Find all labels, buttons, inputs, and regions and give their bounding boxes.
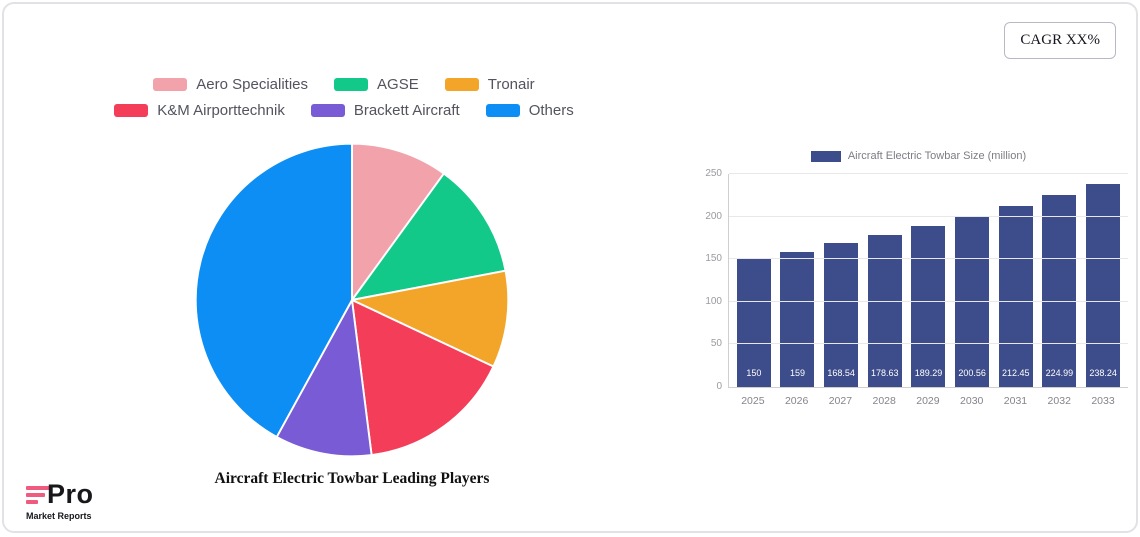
x-axis-tick-label: 2030: [960, 395, 984, 407]
bar-value-label: 150: [746, 368, 762, 378]
legend-label: Brackett Aircraft: [353, 102, 460, 119]
legend-swatch: [334, 78, 369, 91]
y-axis-tick-label: 100: [705, 295, 722, 307]
gridline: [729, 215, 1128, 217]
logo-name: Pro: [47, 479, 94, 509]
x-axis-tick-label: 2029: [916, 395, 940, 407]
bar-2026[interactable]: 159: [780, 251, 815, 387]
legend-label: Aero Specialities: [196, 76, 309, 93]
gridline: [729, 300, 1128, 302]
x-axis-tick-label: 2033: [1091, 395, 1115, 407]
bar-2031[interactable]: 212.45: [998, 206, 1033, 387]
gridline: [729, 343, 1128, 345]
gridline: [729, 173, 1128, 174]
bar-legend-swatch: [810, 150, 841, 162]
bar-plot-area: 150 159 168.54 178.63 189.29 200.56 212.45 224.…: [705, 168, 1128, 392]
x-axis-tick-label: 2027: [828, 395, 853, 407]
legend-item-k-m-airporttechnik[interactable]: K&M Airporttechnik: [114, 102, 285, 119]
pie-chart: [194, 142, 510, 458]
bar-value-label: 189.29: [914, 368, 943, 378]
bar-value-label: 212.45: [1002, 368, 1030, 378]
pie-legend-row: K&M Airporttechnik Brackett Aircraft Other…: [114, 102, 574, 119]
pie-legend-row: Aero Specialities AGSE Tronair: [153, 76, 535, 93]
bar-value-label: 238.24: [1089, 368, 1117, 378]
x-axis-tick-label: 2032: [1047, 395, 1071, 407]
bar-2032[interactable]: 224.99: [1042, 195, 1077, 387]
legend-swatch: [485, 104, 520, 117]
pie-slice-others[interactable]: [194, 142, 353, 439]
x-axis-tick-label: 2025: [741, 395, 765, 407]
logo-subtitle: Market Reports: [26, 511, 92, 521]
legend-item-agse[interactable]: AGSE: [334, 76, 419, 93]
legend-swatch: [444, 78, 479, 91]
bar-2028[interactable]: 178.63: [867, 234, 902, 387]
bar-value-label: 159: [789, 368, 805, 378]
pie-slice-agse[interactable]: [349, 172, 507, 302]
logo: Pro Market Reports: [26, 479, 94, 521]
bar-chart-block: Aircraft Electric Towbar Size (million) …: [696, 150, 1136, 407]
bar-legend-label: Aircraft Electric Towbar Size (million): [847, 150, 1027, 162]
bar-2033[interactable]: 238.24: [1086, 184, 1121, 387]
x-axis-tick-label: 2026: [784, 395, 809, 407]
bar-value-label: 178.63: [871, 368, 899, 378]
bar-2027[interactable]: 168.54: [824, 243, 859, 387]
legend-item-tronair[interactable]: Tronair: [444, 76, 535, 93]
x-axis-tick-label: 2031: [1003, 395, 1028, 407]
pie-slice-k-m-airporttechnik[interactable]: [350, 298, 495, 457]
pie-slice-tronair[interactable]: [348, 269, 510, 368]
legend-swatch: [310, 104, 345, 117]
logo-icon: [26, 485, 52, 504]
legend-label: K&M Airporttechnik: [157, 102, 285, 119]
pie-chart-title: Aircraft Electric Towbar Leading Players: [214, 470, 490, 487]
cagr-label: CAGR XX%: [1020, 32, 1100, 48]
y-axis-tick-label: 150: [705, 253, 722, 265]
bar-value-label: 200.56: [958, 368, 986, 378]
y-axis-tick-label: 0: [716, 381, 722, 392]
pie-slice-brackett-aircraft[interactable]: [275, 296, 373, 458]
legend-label: Others: [528, 102, 574, 119]
x-axis-tick-label: 2028: [872, 395, 896, 407]
pie-legend: Aero Specialities AGSE Tronair K&M Airportt…: [34, 76, 654, 119]
bars-container: 150 159 168.54 178.63 189.29 200.56 212.45 224.…: [729, 174, 1128, 387]
bar-value-label: 224.99: [1045, 368, 1074, 378]
legend-item-aero-specialities[interactable]: Aero Specialities: [153, 76, 308, 93]
bar-2029[interactable]: 189.29: [911, 225, 946, 387]
x-axis-labels: 2025 2026 2027 2028 2029 2030 2031 2032 2033: [728, 395, 1128, 407]
legend-item-others[interactable]: Others: [485, 102, 574, 119]
legend-swatch: [153, 78, 188, 91]
y-axis-tick-label: 50: [710, 338, 722, 350]
y-axis-tick-label: 200: [705, 210, 722, 222]
legend-label: Tronair: [487, 76, 535, 93]
gridline: [729, 258, 1128, 260]
cagr-badge: CAGR XX%: [1004, 22, 1116, 59]
legend-item-brackett-aircraft[interactable]: Brackett Aircraft: [310, 102, 460, 119]
bar-value-label: 168.54: [827, 368, 855, 378]
y-axis-tick-label: 250: [705, 168, 722, 179]
legend-label: AGSE: [377, 76, 419, 93]
legend-swatch: [114, 104, 149, 117]
bar-2025[interactable]: 150: [736, 259, 771, 387]
bar-legend[interactable]: Aircraft Electric Towbar Size (million): [696, 150, 1136, 162]
pie-slice-aero-specialities[interactable]: [351, 142, 446, 303]
